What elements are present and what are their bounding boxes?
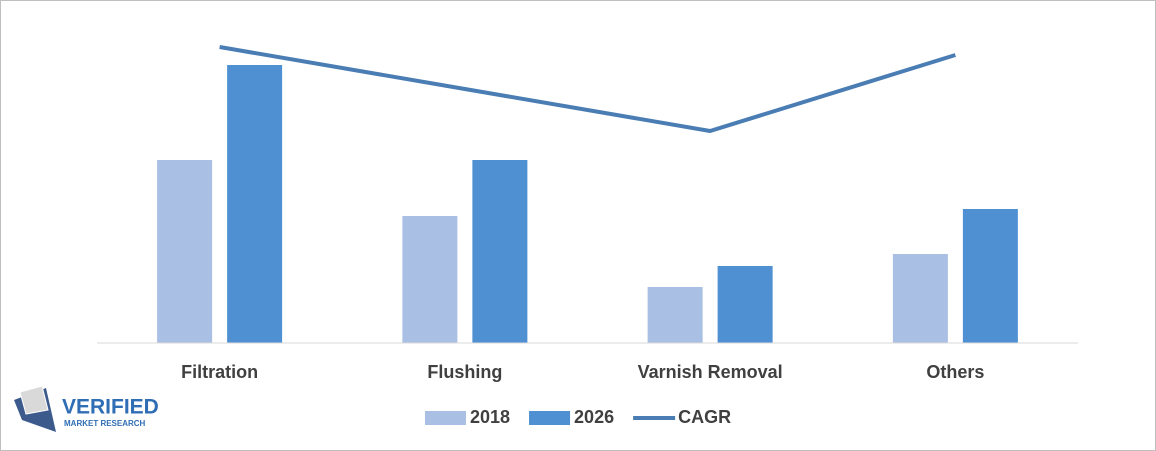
bar <box>717 266 773 343</box>
bar <box>647 287 703 343</box>
x-tick-label: Others <box>926 362 984 382</box>
x-tick-label: Flushing <box>427 362 502 382</box>
legend-label: 2018 <box>470 407 510 427</box>
legend-label: CAGR <box>678 407 731 427</box>
logo: VERIFIED MARKET RESEARCH <box>14 385 159 432</box>
x-tick-label: Filtration <box>181 362 258 382</box>
legend-swatch <box>529 411 571 425</box>
bar <box>962 209 1018 343</box>
line <box>219 45 956 133</box>
x-tick-label: Varnish Removal <box>638 362 783 382</box>
legend-swatch <box>425 411 466 425</box>
logo-name: VERIFIED <box>62 396 159 419</box>
bar <box>402 216 458 343</box>
bar <box>892 254 948 343</box>
logo-icon-page <box>19 385 49 415</box>
bar <box>227 65 283 343</box>
legend-label: 2026 <box>574 407 614 427</box>
bar <box>157 160 213 343</box>
logo-tagline: MARKET RESEARCH <box>64 419 146 428</box>
bar <box>472 160 528 343</box>
